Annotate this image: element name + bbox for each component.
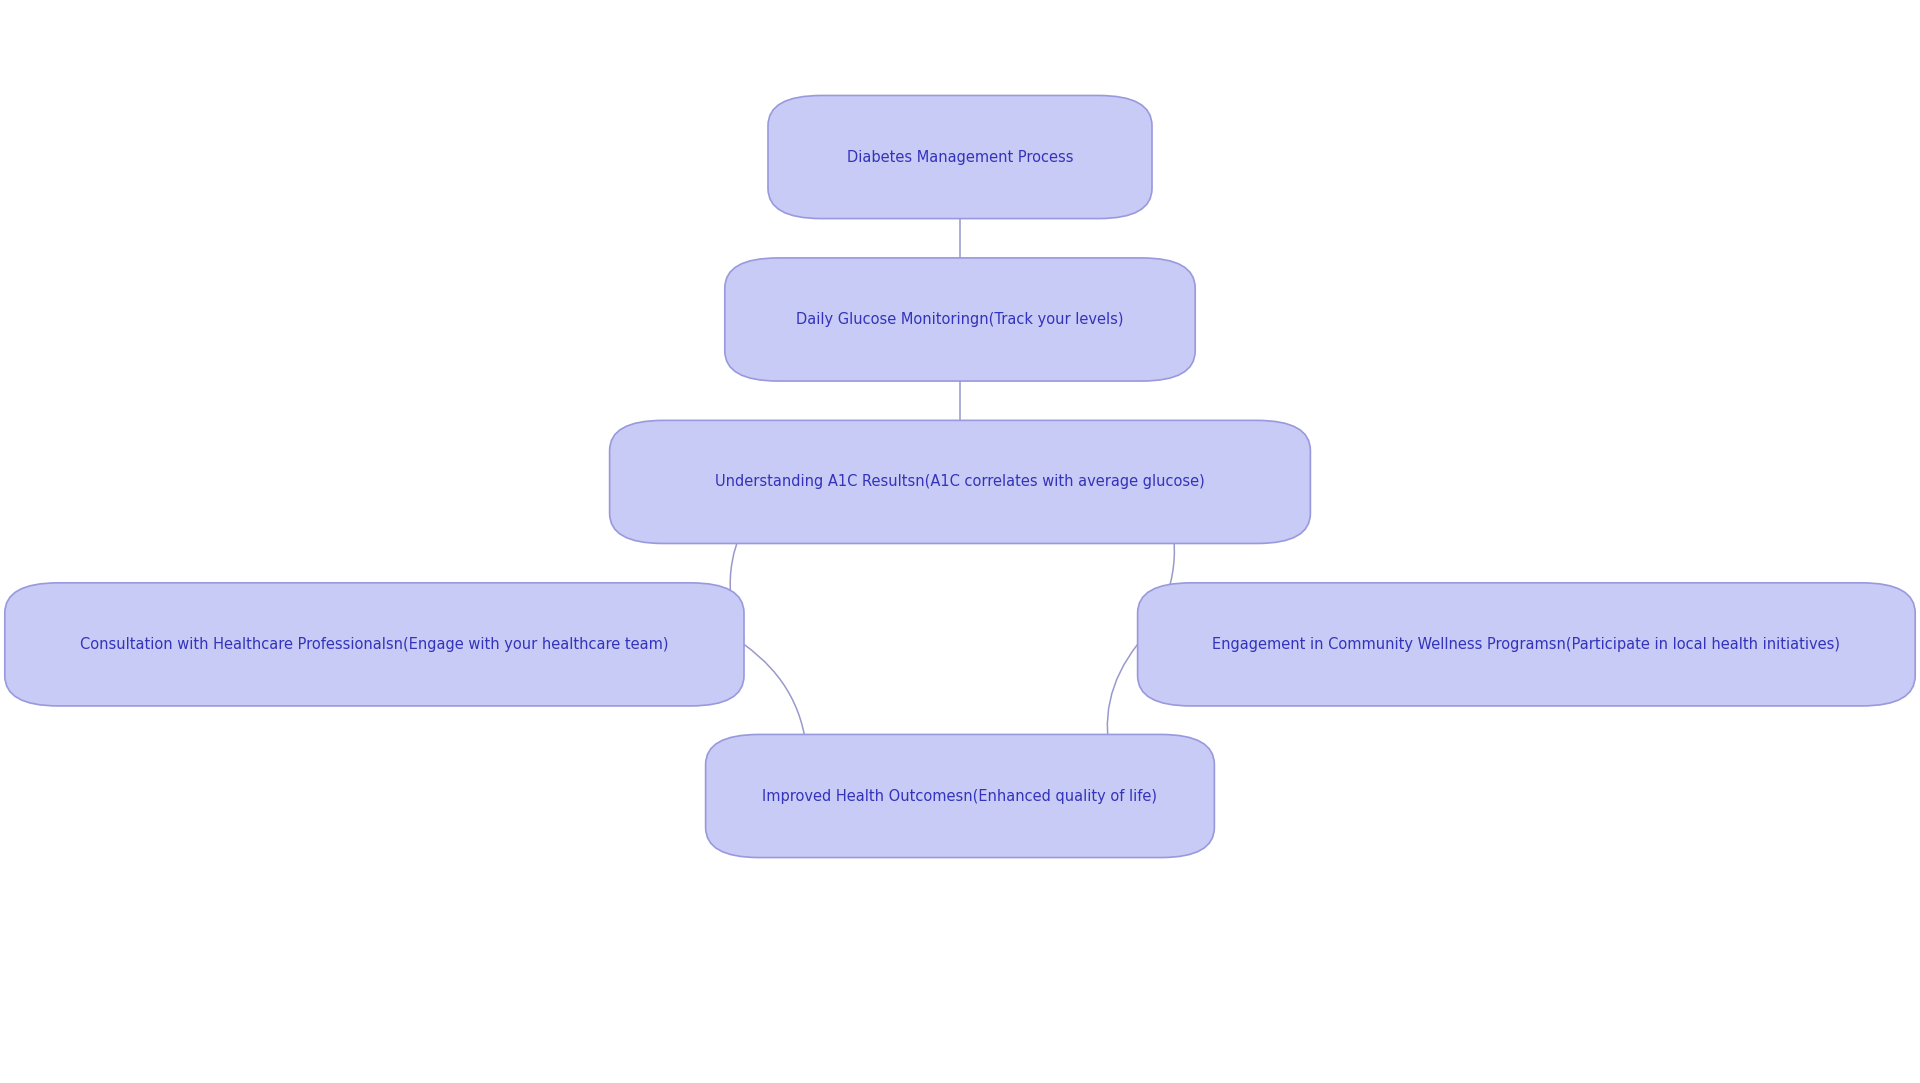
- Text: Engagement in Community Wellness Programsn(Participate in local health initiativ: Engagement in Community Wellness Program…: [1212, 637, 1841, 652]
- FancyBboxPatch shape: [1137, 583, 1916, 706]
- FancyBboxPatch shape: [768, 95, 1152, 219]
- Text: Consultation with Healthcare Professionalsn(Engage with your healthcare team): Consultation with Healthcare Professiona…: [81, 637, 668, 652]
- Text: Improved Health Outcomesn(Enhanced quality of life): Improved Health Outcomesn(Enhanced quali…: [762, 788, 1158, 804]
- FancyBboxPatch shape: [6, 583, 745, 706]
- Text: Daily Glucose Monitoringn(Track your levels): Daily Glucose Monitoringn(Track your lev…: [797, 312, 1123, 327]
- Text: Understanding A1C Resultsn(A1C correlates with average glucose): Understanding A1C Resultsn(A1C correlate…: [714, 474, 1206, 490]
- FancyBboxPatch shape: [707, 734, 1215, 858]
- Text: Diabetes Management Process: Diabetes Management Process: [847, 149, 1073, 165]
- FancyBboxPatch shape: [724, 258, 1194, 381]
- FancyBboxPatch shape: [611, 420, 1309, 544]
